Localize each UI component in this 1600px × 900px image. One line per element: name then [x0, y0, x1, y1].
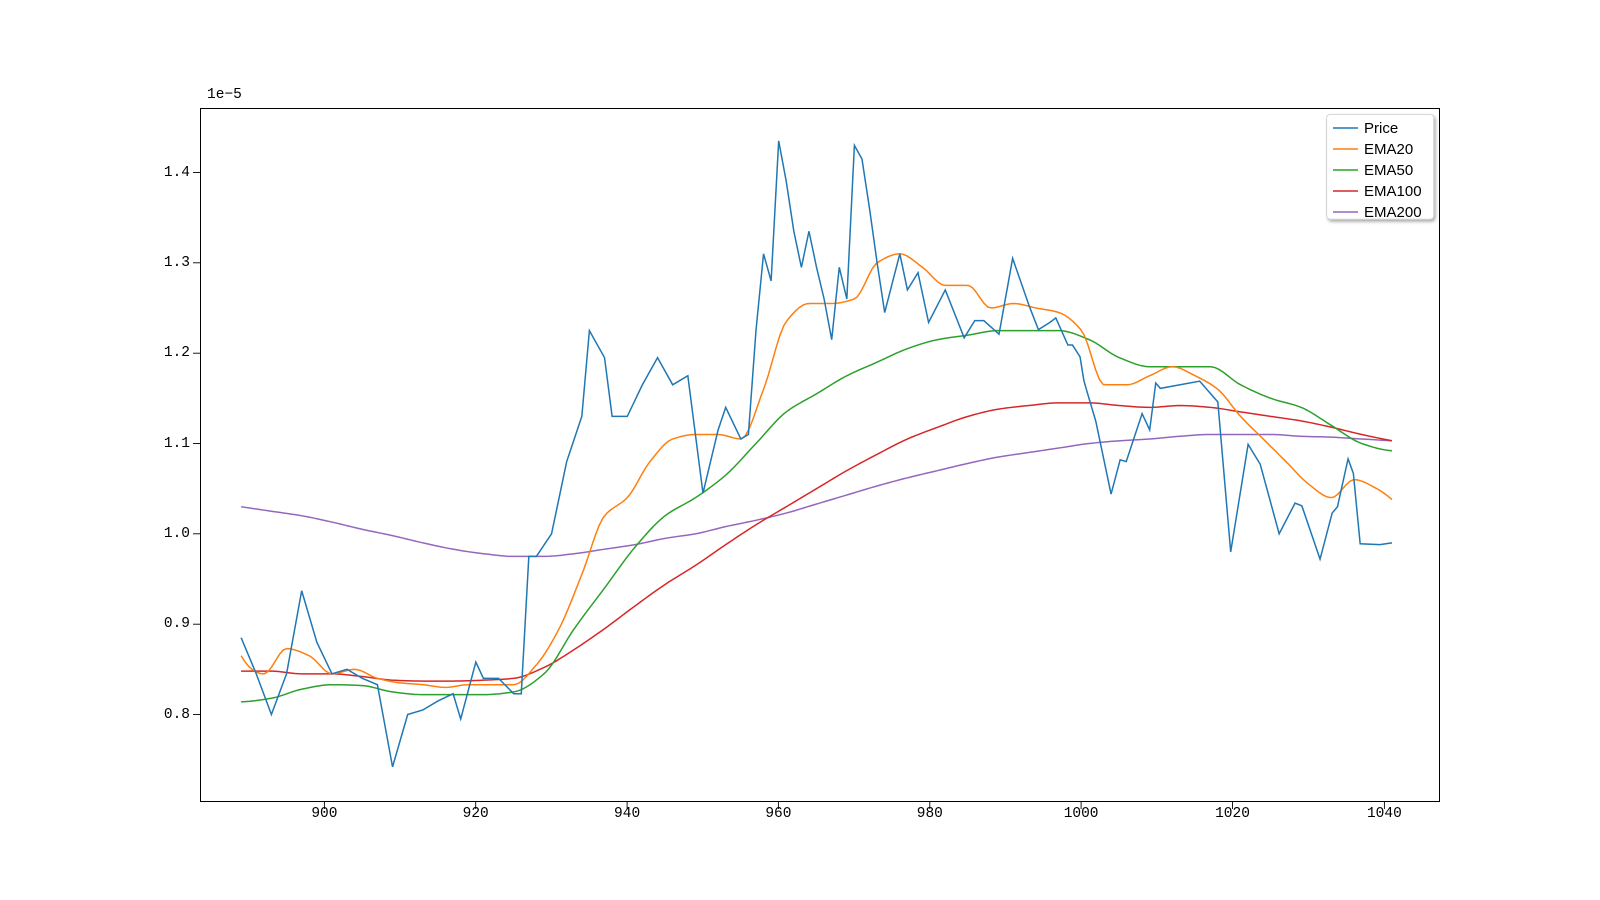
svg-text:EMA200: EMA200 — [1364, 204, 1422, 221]
svg-text:EMA100: EMA100 — [1364, 183, 1422, 200]
svg-text:EMA50: EMA50 — [1364, 162, 1413, 179]
svg-text:Price: Price — [1364, 120, 1398, 137]
svg-text:EMA20: EMA20 — [1364, 141, 1413, 158]
